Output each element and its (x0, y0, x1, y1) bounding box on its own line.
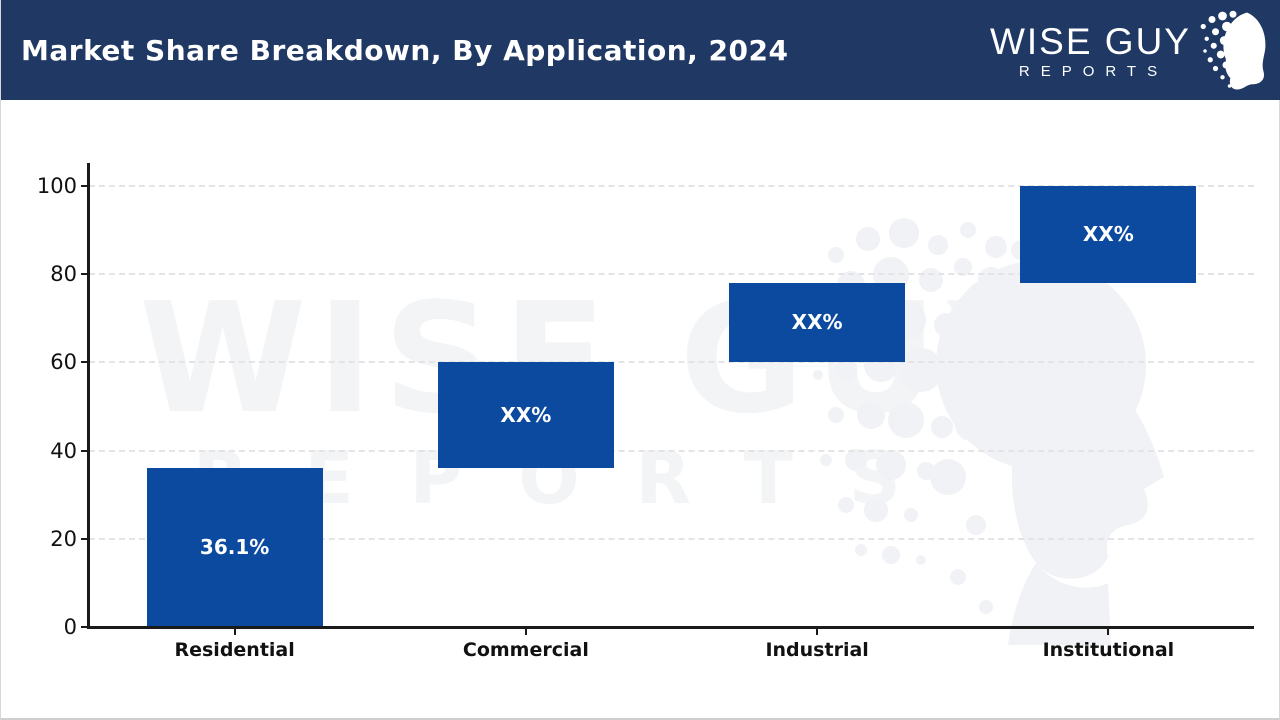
x-axis-label-residential: Residential (174, 639, 295, 661)
y-tick-mark-0 (81, 626, 89, 628)
bar-commercial: XX% (437, 361, 614, 468)
bar-industrial: XX% (729, 282, 906, 362)
gridline-60 (89, 361, 1254, 364)
y-tick-label-60: 60 (50, 350, 77, 375)
y-axis (87, 163, 90, 629)
bar-residential: 36.1% (146, 467, 323, 627)
title-banner: Market Share Breakdown, By Application, … (1, 0, 1280, 100)
x-axis-label-institutional: Institutional (1042, 639, 1175, 661)
x-axis-label-commercial: Commercial (462, 639, 589, 661)
logo-dot-head-icon (1200, 10, 1266, 90)
y-tick-mark-100 (81, 185, 89, 187)
gridline-20 (89, 537, 1254, 540)
y-tick-label-80: 80 (50, 262, 77, 287)
x-axis-label-industrial: Industrial (765, 639, 869, 661)
y-tick-mark-60 (81, 361, 89, 364)
gridline-100 (89, 185, 1254, 187)
x-tick-mark-industrial (816, 627, 819, 635)
logo-wiseguy-text: WISE GUY (989, 20, 1191, 62)
bar-institutional: XX% (1020, 186, 1197, 283)
gridline-80 (89, 273, 1254, 276)
bar-value-label-residential: 36.1% (199, 535, 270, 560)
page-title: Market Share Breakdown, By Application, … (21, 34, 789, 67)
bar-value-label-commercial: XX% (500, 402, 552, 427)
logo-reports-text: REPORTS (1018, 62, 1169, 80)
x-tick-mark-residential (233, 627, 236, 635)
x-tick-mark-institutional (1107, 627, 1110, 635)
x-axis (87, 626, 1254, 629)
wise-guy-reports-logo: WISE GUY REPORTS (990, 8, 1269, 94)
logo-wordmark: WISE GUY REPORTS (989, 20, 1191, 81)
y-tick-mark-40 (81, 449, 89, 452)
y-tick-label-100: 100 (36, 174, 77, 198)
y-tick-label-40: 40 (50, 438, 77, 463)
watermark-dot-head-graphic (813, 218, 1164, 645)
bar-value-label-industrial: XX% (791, 310, 843, 335)
bar-value-label-institutional: XX% (1082, 222, 1134, 247)
y-tick-label-20: 20 (50, 526, 77, 551)
gridline-40 (89, 449, 1254, 452)
y-tick-label-0: 0 (63, 615, 77, 639)
y-tick-mark-20 (81, 537, 89, 540)
x-tick-mark-commercial (524, 627, 527, 635)
y-tick-mark-80 (81, 273, 89, 276)
